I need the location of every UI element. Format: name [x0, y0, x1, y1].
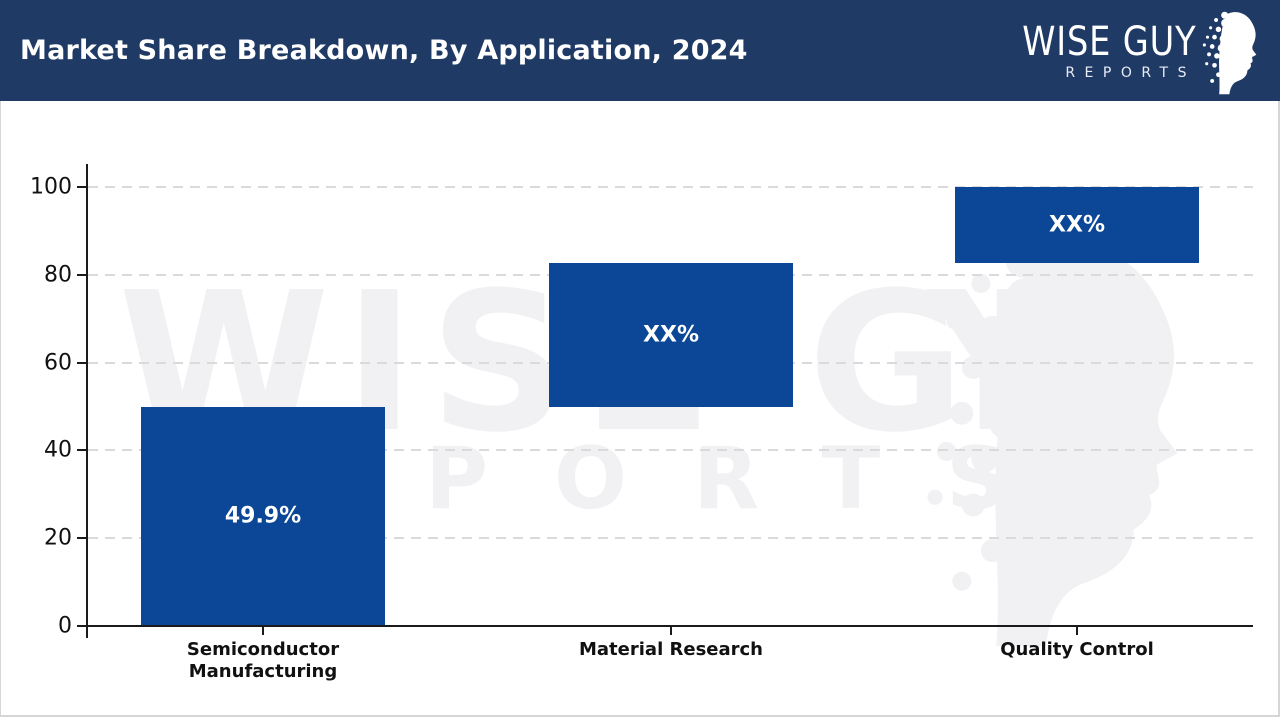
x-axis-line [86, 625, 1253, 627]
bar-value-label-2: XX% [1049, 212, 1105, 238]
y-tick-40 [77, 449, 87, 452]
y-tick-0 [77, 625, 87, 627]
y-tick-label-100: 100 [30, 174, 72, 200]
bar-0[interactable]: 49.9% [141, 406, 385, 626]
y-tick-60 [77, 361, 87, 364]
x-tick-2 [1076, 626, 1078, 635]
wise-guy-logo: WISE GUY REPORTS [1022, 6, 1268, 96]
gridline-20 [88, 537, 1253, 540]
y-tick-label-0: 0 [58, 613, 72, 639]
y-axis-line [86, 164, 88, 638]
y-tick-20 [77, 537, 87, 540]
category-label-1: Material Research [579, 639, 763, 660]
header-bar: Market Share Breakdown, By Application, … [0, 0, 1280, 101]
y-tick-100 [77, 186, 87, 188]
logo-wordmark: WISE GUY [1021, 19, 1196, 65]
y-tick-label-60: 60 [44, 350, 72, 376]
logo-face-icon [1202, 11, 1257, 95]
bar-2[interactable]: XX% [955, 187, 1199, 263]
y-tick-80 [77, 273, 87, 276]
logo-subtitle: REPORTS [1065, 65, 1196, 81]
category-label-2: Quality Control [1000, 639, 1154, 660]
y-tick-label-20: 20 [44, 525, 72, 551]
category-label-0: Semiconductor Manufacturing [186, 639, 340, 682]
logo-text: WISE GUY REPORTS [989, 22, 1196, 81]
x-tick-0 [262, 626, 264, 635]
bar-1[interactable]: XX% [549, 262, 793, 407]
page-title: Market Share Breakdown, By Application, … [20, 35, 748, 66]
y-tick-label-40: 40 [44, 437, 72, 463]
y-tick-label-80: 80 [44, 262, 72, 288]
bar-value-label-0: 49.9% [224, 503, 302, 529]
gridline-100 [88, 186, 1253, 188]
bar-value-label-1: XX% [643, 322, 699, 348]
x-tick-1 [670, 626, 672, 635]
gridline-40 [88, 449, 1253, 452]
bottom-margin [0, 717, 1280, 720]
